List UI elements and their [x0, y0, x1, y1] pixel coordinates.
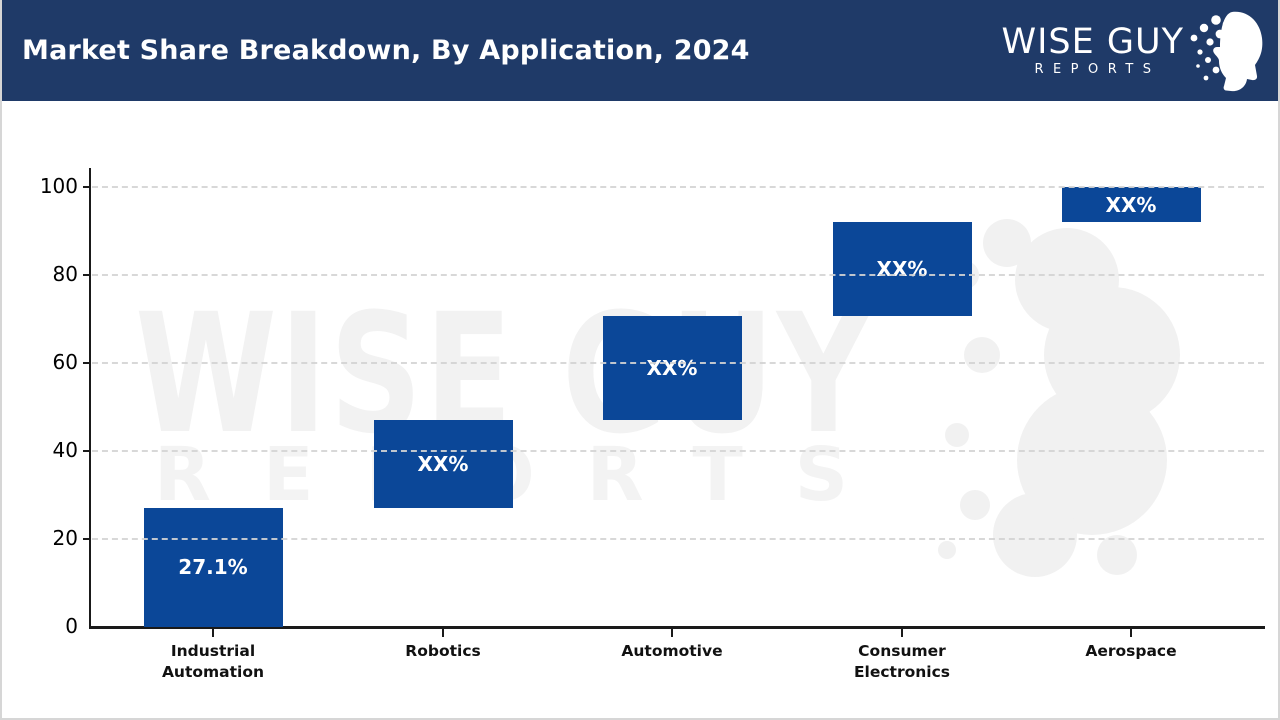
header-bar: Market Share Breakdown, By Application, … [2, 0, 1278, 101]
bar-industrial-automation: 27.1% [143, 507, 283, 627]
x-category-label-consumer-electronics: Consumer Electronics [853, 642, 951, 681]
bar-aerospace: XX% [1061, 187, 1201, 223]
bar-value-label: 27.1% [178, 555, 248, 580]
bar-value-label: XX% [876, 257, 928, 282]
x-tick-mark [671, 629, 673, 637]
brand-logo-text: WISE GUY REPORTS [1001, 21, 1184, 78]
bar-value-label: XX% [417, 451, 469, 476]
x-category-label-aerospace: Aerospace [1085, 642, 1177, 660]
gridline-80 [92, 274, 1264, 276]
y-tick-label-20: 20 [52, 526, 78, 550]
y-tick-label-80: 80 [52, 262, 78, 286]
y-tick-label-0: 0 [65, 614, 78, 638]
y-tick-mark [83, 274, 89, 276]
x-tick-mark [901, 629, 903, 637]
x-tick-mark [212, 629, 214, 637]
bar-robotics: XX% [373, 420, 513, 508]
y-axis-line [89, 168, 91, 628]
y-tick-label-100: 100 [39, 174, 78, 198]
y-tick-mark [83, 186, 89, 188]
y-tick-mark [83, 538, 89, 540]
watermark-head-icon [938, 219, 1180, 577]
bar-value-label: XX% [1105, 192, 1157, 217]
brand-name: WISE GUY [1001, 21, 1184, 62]
page-title: Market Share Breakdown, By Application, … [22, 35, 750, 66]
gridline-60 [92, 362, 1264, 364]
brand-subname: REPORTS [1034, 62, 1161, 78]
y-tick-mark [83, 362, 89, 364]
y-tick-label-40: 40 [52, 438, 78, 462]
x-category-label-automotive: Automotive [621, 642, 723, 660]
x-tick-mark [442, 629, 444, 637]
bar-consumer-electronics: XX% [832, 222, 972, 316]
y-tick-mark [83, 450, 89, 452]
gridline-100 [92, 186, 1264, 188]
gridline-20 [92, 538, 1264, 540]
brand-logo: WISE GUY REPORTS [1001, 8, 1264, 94]
x-category-label-industrial-automation: Industrial Automation [161, 642, 265, 681]
x-axis-line [89, 626, 1265, 629]
gridline-40 [92, 450, 1264, 452]
bar-automotive: XX% [602, 315, 742, 421]
brand-face-icon [1190, 11, 1263, 91]
x-tick-mark [1130, 629, 1132, 637]
y-tick-label-60: 60 [52, 350, 78, 374]
x-category-label-robotics: Robotics [405, 642, 481, 660]
